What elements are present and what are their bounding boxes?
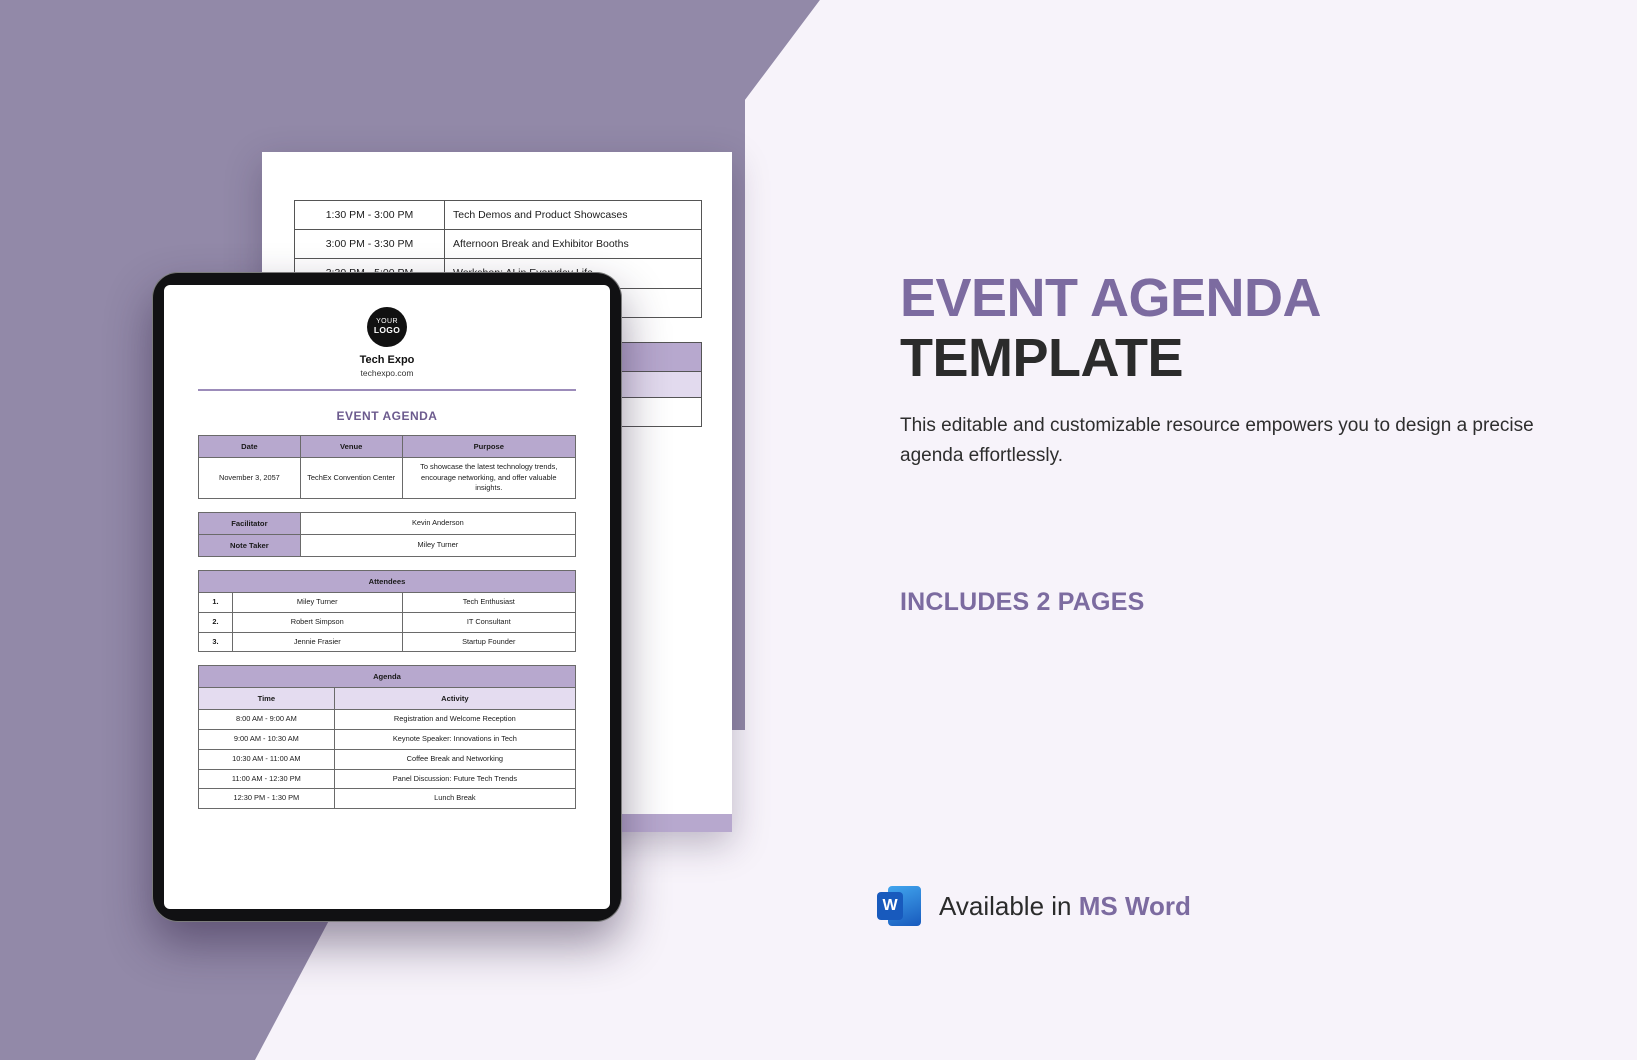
logo-placeholder-icon: YOUR LOGO bbox=[367, 307, 407, 347]
table-row: 3. Jennie Frasier Startup Founder bbox=[198, 631, 577, 653]
cell-note-taker-name: Miley Turner bbox=[299, 534, 577, 558]
cell-venue: TechEx Convention Center bbox=[299, 456, 403, 500]
row-label-note-taker: Note Taker bbox=[198, 534, 301, 558]
paper-row-time: 1:30 PM - 3:00 PM bbox=[294, 199, 445, 231]
overview-table: Date Venue Purpose November 3, 2057 Tech… bbox=[198, 435, 577, 500]
paper-row-activity: Afternoon Break and Exhibitor Booths bbox=[444, 229, 702, 260]
column-header-venue: Venue bbox=[299, 435, 403, 458]
cell-attendee-number: 3. bbox=[198, 631, 233, 653]
section-header-attendees: Attendees bbox=[198, 570, 576, 594]
table-row: 10:30 AM - 11:00 AM Coffee Break and Net… bbox=[198, 748, 577, 770]
table-row: 1. Miley Turner Tech Enthusiast bbox=[198, 592, 577, 613]
table-row: Facilitator Kevin Anderson bbox=[198, 512, 577, 536]
cell-agenda-activity: Lunch Break bbox=[333, 788, 577, 810]
cell-facilitator-name: Kevin Anderson bbox=[299, 512, 577, 536]
table-row: 8:00 AM - 9:00 AM Registration and Welco… bbox=[198, 709, 577, 731]
cell-agenda-activity: Coffee Break and Networking bbox=[333, 748, 577, 770]
table-row: 3:00 PM - 3:30 PM Afternoon Break and Ex… bbox=[294, 229, 702, 260]
cell-agenda-time: 9:00 AM - 10:30 AM bbox=[198, 729, 335, 750]
cell-purpose: To showcase the latest technology trends… bbox=[401, 456, 577, 500]
tablet-device-mockup: YOUR LOGO Tech Expo techexpo.com EVENT A… bbox=[152, 272, 622, 922]
logo-line-1: YOUR bbox=[376, 318, 398, 326]
table-row: 12:30 PM - 1:30 PM Lunch Break bbox=[198, 788, 577, 810]
promo-title-line-1: EVENT AGENDA bbox=[900, 268, 1322, 328]
table-header-row: Attendees bbox=[198, 570, 576, 594]
brand-website: techexpo.com bbox=[360, 368, 414, 378]
table-row: 9:00 AM - 10:30 AM Keynote Speaker: Inno… bbox=[198, 729, 577, 750]
cell-agenda-activity: Keynote Speaker: Innovations in Tech bbox=[333, 729, 577, 750]
cell-agenda-time: 11:00 AM - 12:30 PM bbox=[198, 768, 335, 790]
column-header-time: Time bbox=[198, 687, 335, 711]
table-row: 11:00 AM - 12:30 PM Panel Discussion: Fu… bbox=[198, 768, 577, 790]
table-header-row: Date Venue Purpose bbox=[198, 435, 577, 458]
column-header-purpose: Purpose bbox=[401, 435, 577, 458]
paper-row-time: 3:00 PM - 3:30 PM bbox=[294, 229, 445, 260]
available-in-prefix: Available in bbox=[939, 890, 1072, 921]
table-header-row: Agenda bbox=[198, 665, 576, 689]
cell-attendee-number: 2. bbox=[198, 611, 233, 633]
cell-date: November 3, 2057 bbox=[198, 456, 301, 500]
column-header-activity: Activity bbox=[333, 687, 577, 711]
ms-word-icon-letter: W bbox=[877, 892, 903, 920]
header-divider bbox=[198, 389, 576, 391]
table-row: November 3, 2057 TechEx Convention Cente… bbox=[198, 456, 577, 500]
table-row: 2. Robert Simpson IT Consultant bbox=[198, 611, 577, 633]
promo-title: EVENT AGENDA TEMPLATE bbox=[900, 268, 1580, 389]
agenda-table: Agenda Time Activity 8:00 AM - 9:00 AM R… bbox=[198, 665, 577, 810]
table-subheader-row: Time Activity bbox=[198, 687, 577, 711]
cell-attendee-number: 1. bbox=[198, 592, 233, 613]
cell-agenda-time: 10:30 AM - 11:00 AM bbox=[198, 748, 335, 770]
section-header-agenda: Agenda bbox=[198, 665, 576, 689]
brand-name: Tech Expo bbox=[359, 354, 415, 366]
includes-pages-badge: INCLUDES 2 PAGES bbox=[900, 588, 1145, 616]
cell-attendee-role: Startup Founder bbox=[401, 631, 577, 653]
cell-attendee-name: Jennie Frasier bbox=[231, 631, 403, 653]
event-agenda-document: YOUR LOGO Tech Expo techexpo.com EVENT A… bbox=[164, 285, 610, 810]
available-in-app-name: MS Word bbox=[1078, 890, 1191, 921]
column-header-date: Date bbox=[198, 435, 301, 458]
roles-table: Facilitator Kevin Anderson Note Taker Mi… bbox=[198, 512, 577, 558]
attendees-table: Attendees 1. Miley Turner Tech Enthusias… bbox=[198, 570, 577, 653]
promo-title-line-2: TEMPLATE bbox=[900, 328, 1183, 389]
available-in-text: Available in MS Word bbox=[939, 891, 1191, 922]
table-row: 1:30 PM - 3:00 PM Tech Demos and Product… bbox=[294, 199, 702, 231]
cell-agenda-activity: Registration and Welcome Reception bbox=[333, 709, 577, 731]
available-in-row: W Available in MS Word bbox=[877, 884, 1191, 928]
promo-subtitle: This editable and customizable resource … bbox=[900, 414, 1534, 467]
row-label-facilitator: Facilitator bbox=[198, 512, 301, 536]
tablet-screen: YOUR LOGO Tech Expo techexpo.com EVENT A… bbox=[164, 285, 610, 909]
cell-attendee-name: Miley Turner bbox=[231, 592, 403, 613]
ms-word-icon: W bbox=[877, 884, 921, 928]
cell-attendee-role: Tech Enthusiast bbox=[401, 592, 577, 613]
logo-line-2: LOGO bbox=[373, 325, 401, 336]
cell-agenda-time: 12:30 PM - 1:30 PM bbox=[198, 788, 335, 810]
cell-attendee-role: IT Consultant bbox=[401, 611, 577, 633]
cell-attendee-name: Robert Simpson bbox=[231, 611, 403, 633]
paper-row-activity: Tech Demos and Product Showcases bbox=[444, 199, 702, 231]
promo-text-panel: EVENT AGENDA TEMPLATE This editable and … bbox=[900, 268, 1580, 472]
document-title: EVENT AGENDA bbox=[336, 409, 438, 423]
table-row: Note Taker Miley Turner bbox=[198, 534, 577, 558]
cell-agenda-time: 8:00 AM - 9:00 AM bbox=[198, 709, 335, 731]
document-header: YOUR LOGO Tech Expo techexpo.com bbox=[198, 307, 576, 378]
cell-agenda-activity: Panel Discussion: Future Tech Trends bbox=[333, 768, 577, 790]
